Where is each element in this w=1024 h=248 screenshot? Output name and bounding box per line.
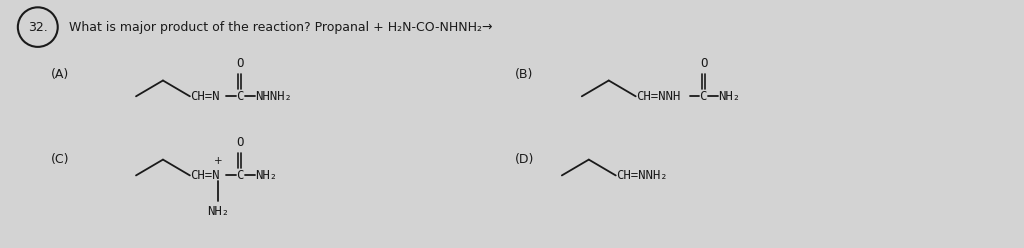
Text: O: O xyxy=(237,136,244,149)
Text: (D): (D) xyxy=(515,153,535,166)
Text: (A): (A) xyxy=(51,68,70,81)
Text: C: C xyxy=(699,90,707,103)
Text: CH=NNH: CH=NNH xyxy=(636,90,680,103)
Text: (B): (B) xyxy=(515,68,534,81)
Text: NH₂: NH₂ xyxy=(255,169,276,182)
Text: CH=NNH₂: CH=NNH₂ xyxy=(615,169,668,182)
Text: +: + xyxy=(214,155,222,165)
Text: NH₂: NH₂ xyxy=(719,90,740,103)
Text: C: C xyxy=(236,90,243,103)
Text: What is major product of the reaction? Propanal + H₂N-CO-NHNH₂→: What is major product of the reaction? P… xyxy=(70,21,493,33)
Text: NHNH₂: NHNH₂ xyxy=(255,90,292,103)
Text: CH=N: CH=N xyxy=(189,169,219,182)
Text: C: C xyxy=(236,169,243,182)
Text: (C): (C) xyxy=(51,153,70,166)
Text: 32.: 32. xyxy=(28,21,48,33)
Text: O: O xyxy=(237,57,244,70)
Text: CH=N: CH=N xyxy=(189,90,219,103)
Text: O: O xyxy=(699,57,708,70)
Text: NH₂: NH₂ xyxy=(207,205,229,218)
